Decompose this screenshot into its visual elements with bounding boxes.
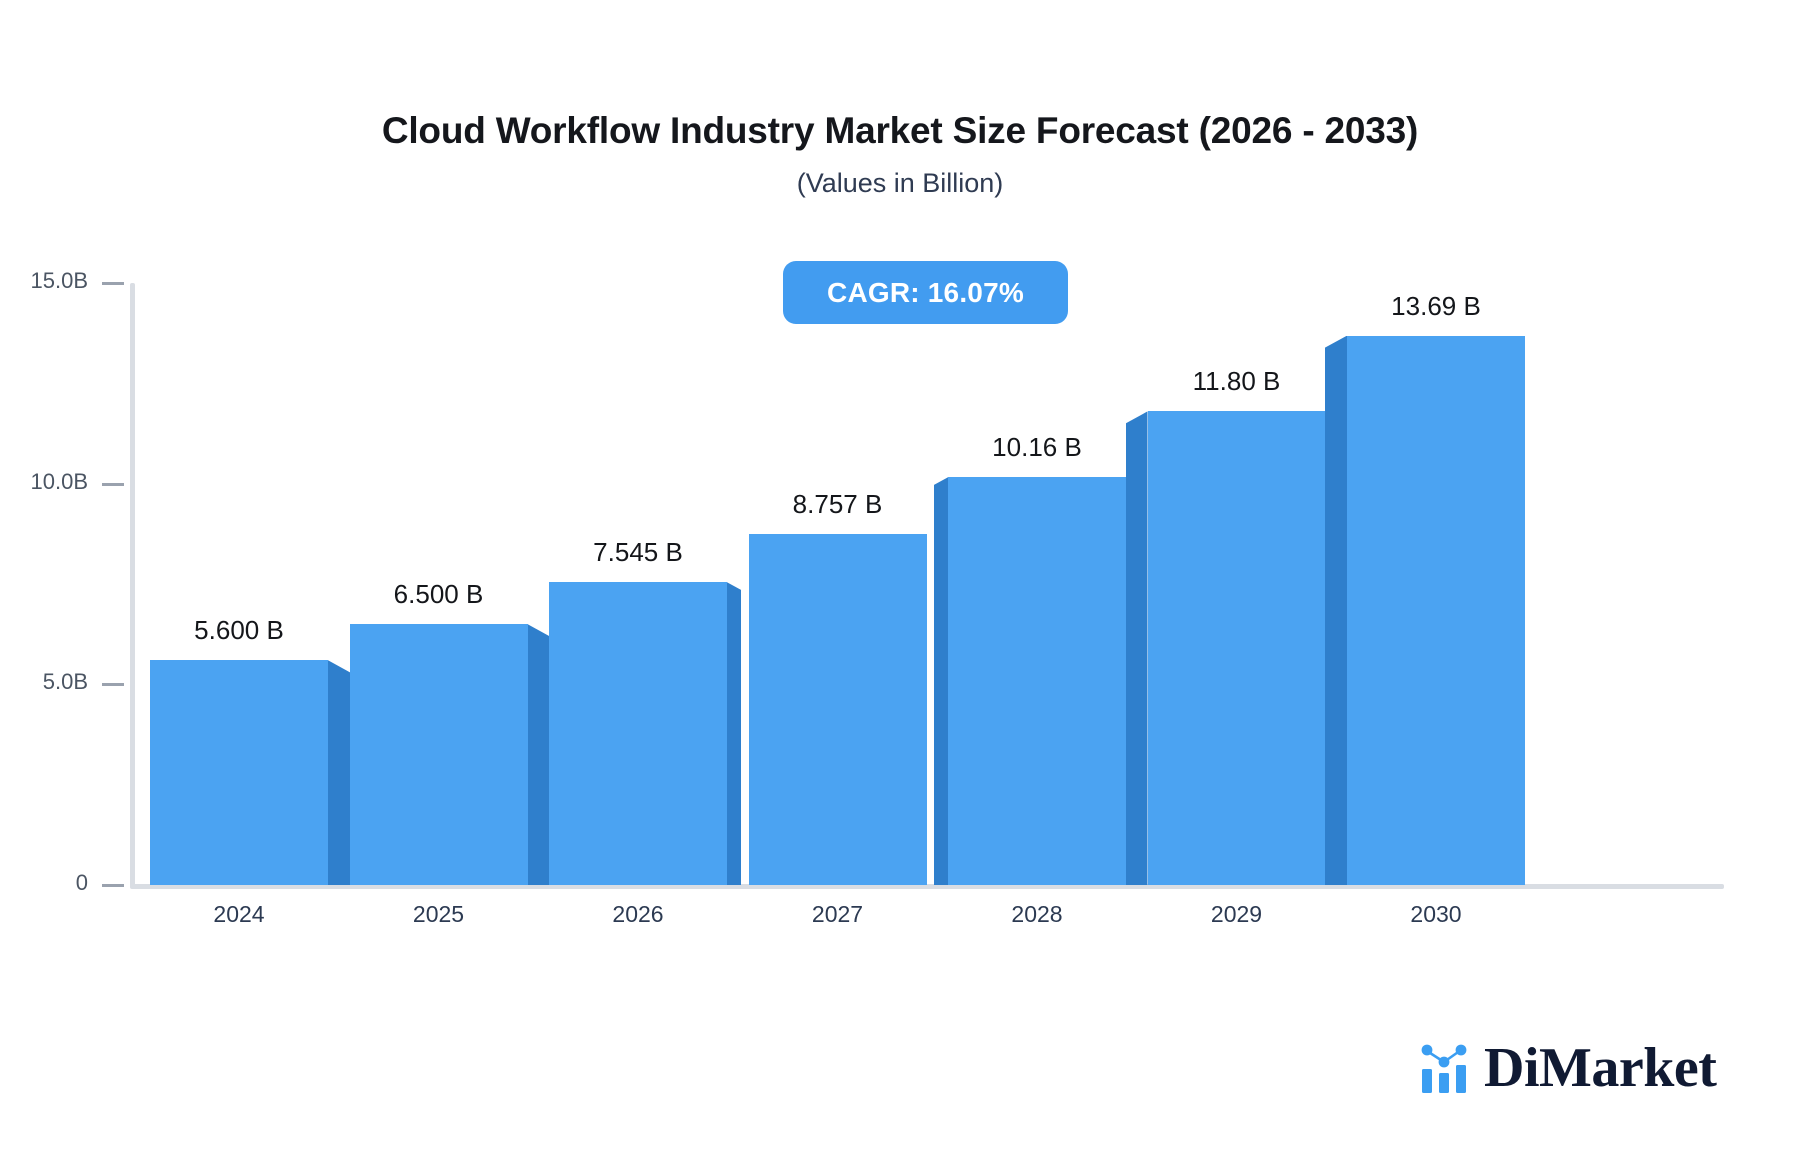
bar-side-face	[1325, 335, 1347, 885]
x-axis-tick-label: 2028	[1011, 901, 1063, 927]
bar	[150, 660, 350, 885]
y-axis-tick-label: 0	[75, 870, 88, 895]
bar	[934, 477, 1126, 885]
y-axis-tick	[102, 884, 124, 887]
bar-value-label: 5.600 B	[194, 615, 284, 646]
bar-side-face	[328, 660, 350, 885]
bar	[748, 533, 927, 885]
logo-text: DiMarket	[1484, 1037, 1717, 1099]
bar-front-face	[549, 582, 727, 885]
x-axis-tick-label: 2024	[213, 901, 265, 927]
bar-value-label: 6.500 B	[393, 579, 484, 610]
bar-front-face	[1347, 335, 1525, 885]
y-axis-tick	[102, 683, 124, 687]
bar-side-face	[1125, 411, 1148, 885]
bar-value-label: 11.80 B	[1192, 366, 1281, 397]
bar-side-face	[727, 582, 741, 885]
page-title: Cloud Workflow Industry Market Size Fore…	[381, 110, 1419, 151]
chart-subtitle: (Values in Billion)	[796, 168, 1004, 198]
bar-front-face	[150, 660, 328, 885]
bar	[549, 582, 741, 885]
bar-side-face	[527, 624, 550, 885]
bar-value-label: 10.16 B	[992, 432, 1082, 463]
cagr-badge-label: CAGR: 16.07%	[827, 276, 1024, 308]
bar-value-label: 8.757 B	[792, 488, 883, 519]
bar-value-label: 7.545 B	[593, 537, 683, 568]
x-axis-tick-label: 2026	[612, 901, 664, 927]
cagr-badge: CAGR: 16.07%	[783, 261, 1068, 324]
y-axis-tick-label: 5.0B	[42, 669, 88, 695]
y-axis-tick-label: 10.0B	[30, 468, 89, 494]
y-axis-tick	[102, 482, 124, 486]
bar-front-face	[748, 533, 927, 885]
dimarket-logo: DiMarket	[1418, 1032, 1717, 1104]
bar-front-face	[349, 624, 528, 885]
x-axis-tick-label: 2030	[1410, 901, 1462, 927]
y-axis-tick	[102, 282, 124, 285]
x-axis-tick-label: 2029	[1210, 901, 1263, 927]
x-axis-tick-label: 2027	[811, 901, 864, 927]
bar-front-face	[1147, 411, 1326, 885]
x-axis-line	[130, 884, 1724, 889]
x-axis-tick-label: 2025	[412, 901, 465, 927]
bar	[1125, 411, 1326, 885]
bar-value-label: 13.69 B	[1391, 290, 1481, 321]
bar-side-face	[934, 477, 948, 885]
y-axis-line	[130, 283, 135, 888]
bar	[349, 624, 550, 885]
bar	[1325, 335, 1525, 885]
bar-chart-trend-icon	[1421, 1044, 1467, 1093]
bar-front-face	[948, 477, 1126, 885]
y-axis-tick-label: 15.0B	[30, 268, 89, 293]
